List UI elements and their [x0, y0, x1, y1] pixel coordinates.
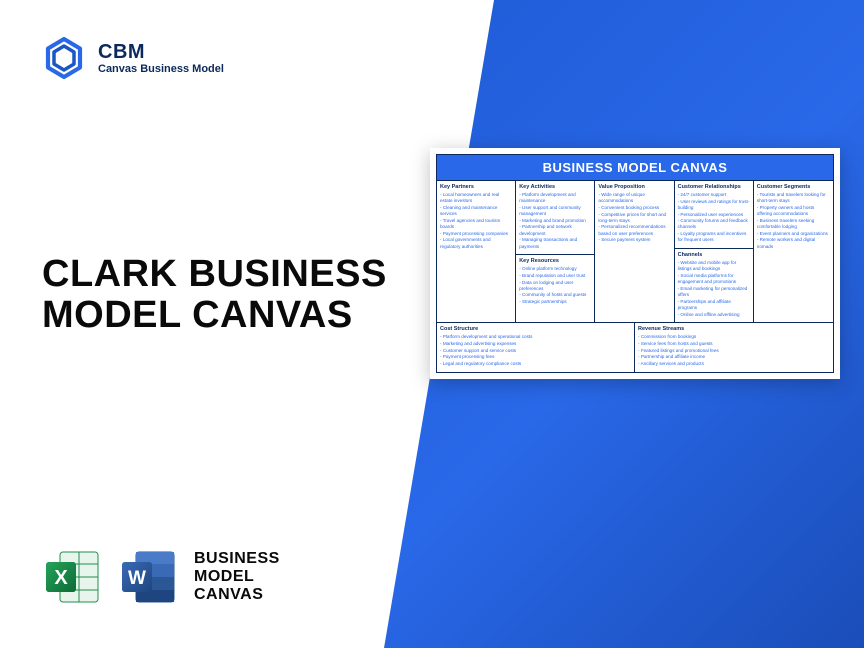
list-item: Legal and regulatory compliance costs [440, 361, 631, 367]
cell-cost-structure: Cost Structure Platform development and … [437, 323, 635, 371]
canvas-grid-top: Key Partners Local homeowners and real e… [437, 180, 833, 322]
list-item: Community forums and feedback channels [678, 218, 750, 230]
list-item: Payment processing fees [440, 354, 631, 360]
list-item: Loyalty programs and incentives for freq… [678, 231, 750, 243]
list-item: Featured listings and promotional fees [638, 348, 830, 354]
list-item: Email marketing for personalized offers [678, 286, 750, 298]
canvas-title: BUSINESS MODEL CANVAS [437, 155, 833, 180]
title-line-2: MODEL CANVAS [42, 295, 387, 336]
brand-header: CBM Canvas Business Model [42, 36, 224, 80]
list-item: Remote workers and digital nomads [757, 237, 830, 249]
list-item: Website and mobile app for listings and … [678, 260, 750, 272]
list-item: Partnership and affiliate income [638, 354, 830, 360]
list-item: Platform development and operational cos… [440, 334, 631, 340]
cell-key-partners: Key Partners Local homeowners and real e… [437, 181, 516, 322]
list-item: Convenient booking process [598, 205, 670, 211]
brand-subtitle: Canvas Business Model [98, 63, 224, 75]
col-activities-resources: Key Activities Platform development and … [516, 181, 595, 322]
list-item: Travel agencies and tourism boards [440, 218, 512, 230]
list-item: Marketing and brand promotion [519, 218, 591, 224]
list-item: Wide range of unique accommodations [598, 192, 670, 204]
list-item: Commission from bookings [638, 334, 830, 340]
list-item: Ancillary services and products [638, 361, 830, 367]
cbm-logo-icon [42, 36, 86, 80]
list-item: Platform development and maintenance [519, 192, 591, 204]
list-item: User reviews and ratings for trust-build… [678, 199, 750, 211]
list-item: Customer support and service costs [440, 348, 631, 354]
page-title: CLARK BUSINESS MODEL CANVAS [42, 254, 387, 336]
col-relationships-channels: Customer Relationships 24/7 customer sup… [675, 181, 754, 322]
list-item: Local governments and regulatory authori… [440, 237, 512, 249]
list-item: Service fees from hosts and guests [638, 341, 830, 347]
svg-text:X: X [54, 567, 68, 589]
svg-text:W: W [128, 568, 146, 589]
list-item: Property owners and hosts offering accom… [757, 205, 830, 217]
list-item: Business travelers seeking comfortable l… [757, 218, 830, 230]
list-item: Social media platforms for engagement an… [678, 273, 750, 285]
word-icon: W [118, 546, 180, 608]
list-item: Marketing and advertising expenses [440, 341, 631, 347]
cell-value-proposition: Value Proposition Wide range of unique a… [595, 181, 674, 322]
list-item: Personalized user experiences [678, 212, 750, 218]
list-item: Competitive prices for short and long-te… [598, 212, 670, 224]
list-item: Payment processing companies [440, 231, 512, 237]
list-item: Cleaning and maintenance services [440, 205, 512, 217]
list-item: Brand reputation and user trust [519, 273, 591, 279]
list-item: Tourists and travelers looking for short… [757, 192, 830, 204]
footer-label: BUSINESS MODEL CANVAS [194, 550, 280, 604]
list-item: Event planners and organizations [757, 231, 830, 237]
canvas-preview-card: BUSINESS MODEL CANVAS Key Partners Local… [430, 148, 840, 379]
brand-title: CBM [98, 41, 224, 63]
cell-customer-relationships: Customer Relationships 24/7 customer sup… [675, 181, 753, 248]
list-item: Online and offline advertising [678, 312, 750, 318]
list-item: Online platform technology [519, 266, 591, 272]
list-item: Partnership and network development [519, 224, 591, 236]
list-item: Managing transactions and payments [519, 237, 591, 249]
cell-revenue-streams: Revenue Streams Commission from bookings… [635, 323, 833, 371]
canvas-grid-bottom: Cost Structure Platform development and … [437, 322, 833, 371]
list-item: Community of hosts and guests [519, 292, 591, 298]
list-item: Personalized recommendations based on us… [598, 224, 670, 236]
list-item: Data on lodging and user preferences [519, 280, 591, 292]
cell-channels: Channels Website and mobile app for list… [675, 248, 753, 322]
title-line-1: CLARK BUSINESS [42, 254, 387, 295]
list-item: Strategic partnerships [519, 299, 591, 305]
footer-row: X W BUSINESS MODEL CANVAS [42, 546, 280, 608]
cell-customer-segments: Customer Segments Tourists and travelers… [754, 181, 833, 322]
list-item: Local homeowners and real estate investo… [440, 192, 512, 204]
list-item: Partnerships and affiliate programs [678, 299, 750, 311]
cell-key-activities: Key Activities Platform development and … [516, 181, 594, 254]
excel-icon: X [42, 546, 104, 608]
list-item: 24/7 customer support [678, 192, 750, 198]
list-item: User support and community management [519, 205, 591, 217]
list-item: Secure payment system [598, 237, 670, 243]
cell-key-resources: Key Resources Online platform technology… [516, 254, 594, 322]
